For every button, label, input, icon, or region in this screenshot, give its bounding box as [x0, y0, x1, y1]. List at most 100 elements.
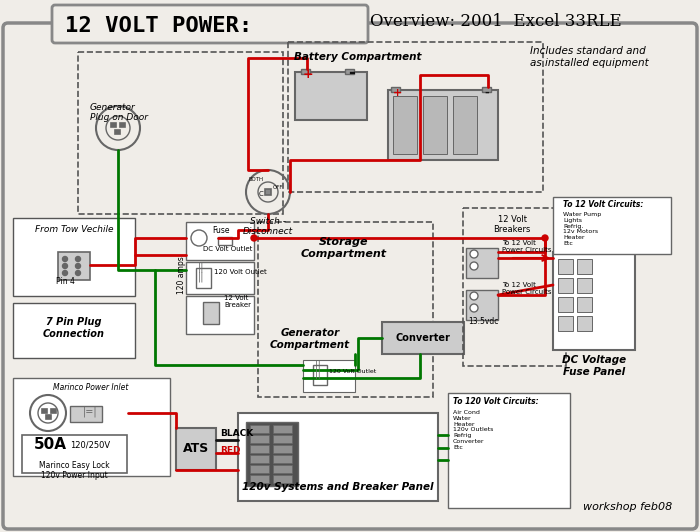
Bar [203, 302, 219, 324]
Bar [258, 222, 433, 397]
Circle shape [470, 292, 478, 300]
Bar [176, 428, 216, 470]
Circle shape [76, 263, 80, 269]
Text: Air Cond
Water
Heater
120v Outlets
Refrig
Converter
Etc: Air Cond Water Heater 120v Outlets Refri… [453, 410, 494, 450]
Text: Marinco Power Inlet: Marinco Power Inlet [53, 383, 129, 392]
FancyBboxPatch shape [3, 23, 697, 529]
Bar [345, 69, 354, 74]
Bar [186, 296, 254, 334]
Circle shape [62, 256, 67, 262]
Text: |=|: |=| [83, 407, 97, 417]
Bar [273, 425, 292, 433]
Bar [463, 208, 566, 366]
Circle shape [542, 235, 548, 241]
Bar [273, 465, 292, 473]
Bar [13, 218, 135, 296]
Circle shape [251, 235, 257, 241]
Text: ||: || [198, 262, 204, 272]
Bar [273, 435, 292, 443]
Bar [313, 365, 327, 385]
Bar [238, 413, 438, 501]
Text: BLACK: BLACK [220, 429, 253, 438]
Bar [558, 316, 573, 331]
Bar [448, 393, 570, 508]
Bar [265, 189, 271, 195]
Bar [423, 96, 447, 154]
Bar [22, 435, 127, 473]
Bar [111, 123, 116, 127]
Bar [273, 445, 292, 453]
Text: workshop feb08: workshop feb08 [582, 502, 672, 512]
Bar [301, 69, 310, 74]
Bar [393, 96, 417, 154]
Text: Overview: 2001  Excel 33RLE: Overview: 2001 Excel 33RLE [370, 13, 622, 30]
Text: Includes standard and
as installed equipment: Includes standard and as installed equip… [530, 46, 649, 68]
Text: OFF: OFF [273, 185, 284, 190]
Bar [42, 409, 47, 413]
Text: DC Volt Outlet: DC Volt Outlet [203, 246, 253, 252]
Text: Water Pump
Lights
Refrig.
12v Motors
Heater
Etc: Water Pump Lights Refrig. 12v Motors Hea… [563, 212, 601, 246]
Bar [250, 465, 269, 473]
Text: 7 Pin Plug
Connection: 7 Pin Plug Connection [43, 317, 105, 339]
Bar [303, 360, 355, 392]
Bar [250, 445, 269, 453]
Text: RED: RED [220, 446, 241, 455]
Text: 120v Systems and Breaker Panel: 120v Systems and Breaker Panel [242, 482, 434, 492]
Bar [250, 475, 269, 483]
Bar [78, 52, 283, 214]
Bar [558, 259, 573, 274]
Text: 50A: 50A [34, 437, 67, 452]
Text: From Tow Vechile: From Tow Vechile [35, 225, 113, 234]
Bar [13, 378, 170, 476]
Bar [250, 435, 269, 443]
Text: To 12 Volt
Power Circuits: To 12 Volt Power Circuits [502, 240, 552, 253]
Text: To 120 Volt Circuits:: To 120 Volt Circuits: [453, 397, 538, 406]
Bar [577, 278, 592, 293]
Bar [186, 262, 254, 294]
Text: Generator
Compartment: Generator Compartment [270, 328, 350, 350]
Bar [273, 475, 292, 483]
Text: ||: || [315, 361, 321, 370]
Bar [218, 237, 232, 245]
Bar [250, 455, 269, 463]
Text: Switch -
Disconnect: Switch - Disconnect [243, 217, 293, 236]
Text: ||: || [315, 370, 321, 379]
Text: C: C [258, 191, 263, 197]
Bar [58, 252, 90, 280]
Text: ATS: ATS [183, 443, 209, 455]
Bar [558, 297, 573, 312]
Bar [558, 278, 573, 293]
Text: Generator
Plug on Door: Generator Plug on Door [90, 103, 148, 122]
Bar [482, 87, 491, 92]
Circle shape [76, 270, 80, 276]
Bar [577, 259, 592, 274]
Text: -: - [484, 88, 489, 98]
Text: 12 Volt
Breakers: 12 Volt Breakers [494, 215, 531, 235]
Circle shape [62, 263, 67, 269]
Circle shape [76, 256, 80, 262]
Text: DC Voltage
Fuse Panel: DC Voltage Fuse Panel [562, 355, 626, 377]
Bar [453, 96, 477, 154]
Bar [466, 248, 498, 278]
Bar [51, 409, 56, 413]
Bar [70, 406, 102, 422]
Bar [577, 316, 592, 331]
Text: +: + [303, 68, 314, 81]
Bar [553, 197, 671, 254]
Bar [391, 87, 400, 92]
Bar [288, 42, 543, 192]
Text: +: + [393, 88, 402, 98]
Text: 12 Volt
Breaker: 12 Volt Breaker [224, 295, 251, 308]
Text: Marinco Easy Lock
120v Power Input: Marinco Easy Lock 120v Power Input [38, 461, 109, 480]
Bar [115, 130, 120, 134]
Bar [196, 268, 211, 288]
Text: Pin 4: Pin 4 [56, 277, 75, 286]
Text: Battery Compartment: Battery Compartment [294, 52, 421, 62]
Text: ||: || [198, 271, 204, 281]
Bar [250, 425, 269, 433]
Bar [382, 322, 464, 354]
Bar [577, 297, 592, 312]
Bar [388, 90, 498, 160]
Circle shape [470, 262, 478, 270]
Text: 120 Volt Outlet: 120 Volt Outlet [214, 269, 267, 275]
